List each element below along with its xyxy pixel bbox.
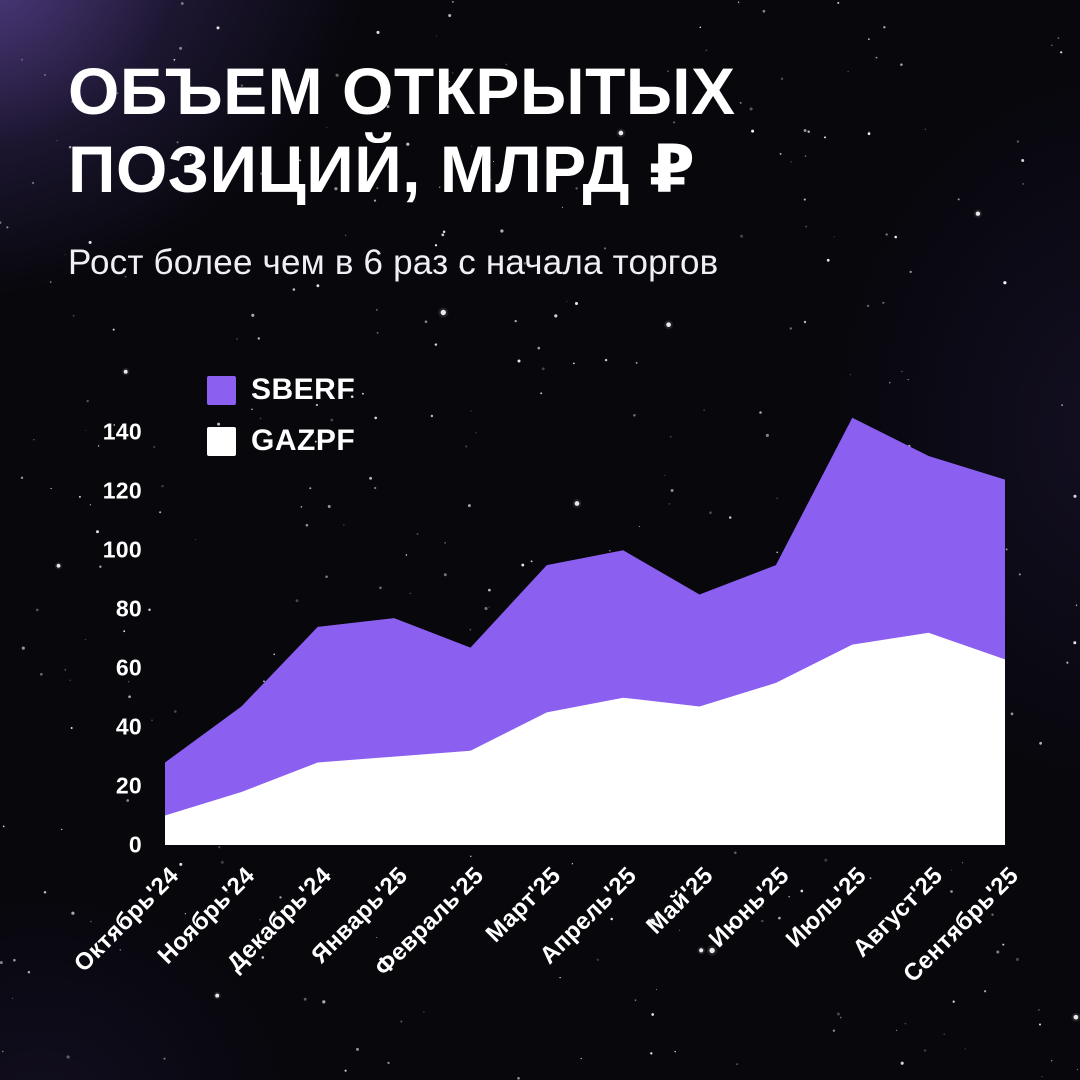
y-tick-label: 0 bbox=[128, 831, 142, 858]
legend-swatch-gazpf bbox=[207, 426, 236, 456]
chart-legend: SBERF GAZPF bbox=[207, 373, 355, 458]
y-tick-label: 60 bbox=[115, 654, 142, 681]
legend-item-sberf: SBERF bbox=[207, 373, 355, 407]
y-tick-label: 40 bbox=[115, 713, 142, 740]
page-title-line2: ПОЗИЦИЙ, МЛРД ₽ bbox=[68, 132, 696, 206]
subtitle: Рост более чем в 6 раз с начала торгов bbox=[68, 243, 719, 282]
legend-label-gazpf: GAZPF bbox=[251, 424, 356, 457]
x-axis-label: Июнь'25 bbox=[704, 862, 796, 953]
legend-label-sberf: SBERF bbox=[251, 373, 356, 406]
y-axis-labels: 0 20 40 60 80 100 120 140 bbox=[0, 403, 148, 858]
x-axis-labels: Октябрь'24 Ноябрь'24 Декабрь'24 Январь'25 Фе… bbox=[0, 862, 1080, 1062]
page-title: ОБЪЕМ ОТКРЫТЫХ ПОЗИЦИЙ, МЛРД ₽ bbox=[68, 52, 736, 208]
header: ОБЪЕМ ОТКРЫТЫХ ПОЗИЦИЙ, МЛРД ₽ Рост боле… bbox=[68, 52, 736, 284]
y-tick-label: 140 bbox=[102, 418, 142, 445]
legend-swatch-sberf bbox=[207, 375, 236, 405]
y-tick-label: 80 bbox=[115, 595, 142, 622]
legend-item-gazpf: GAZPF bbox=[207, 424, 355, 458]
stacked-area-plot bbox=[165, 417, 1005, 845]
y-tick-label: 100 bbox=[102, 536, 142, 563]
page-title-line1: ОБЪЕМ ОТКРЫТЫХ bbox=[68, 54, 736, 128]
area-series-gazpf bbox=[165, 632, 1005, 845]
y-tick-label: 20 bbox=[115, 772, 142, 799]
y-tick-label: 120 bbox=[102, 477, 142, 504]
